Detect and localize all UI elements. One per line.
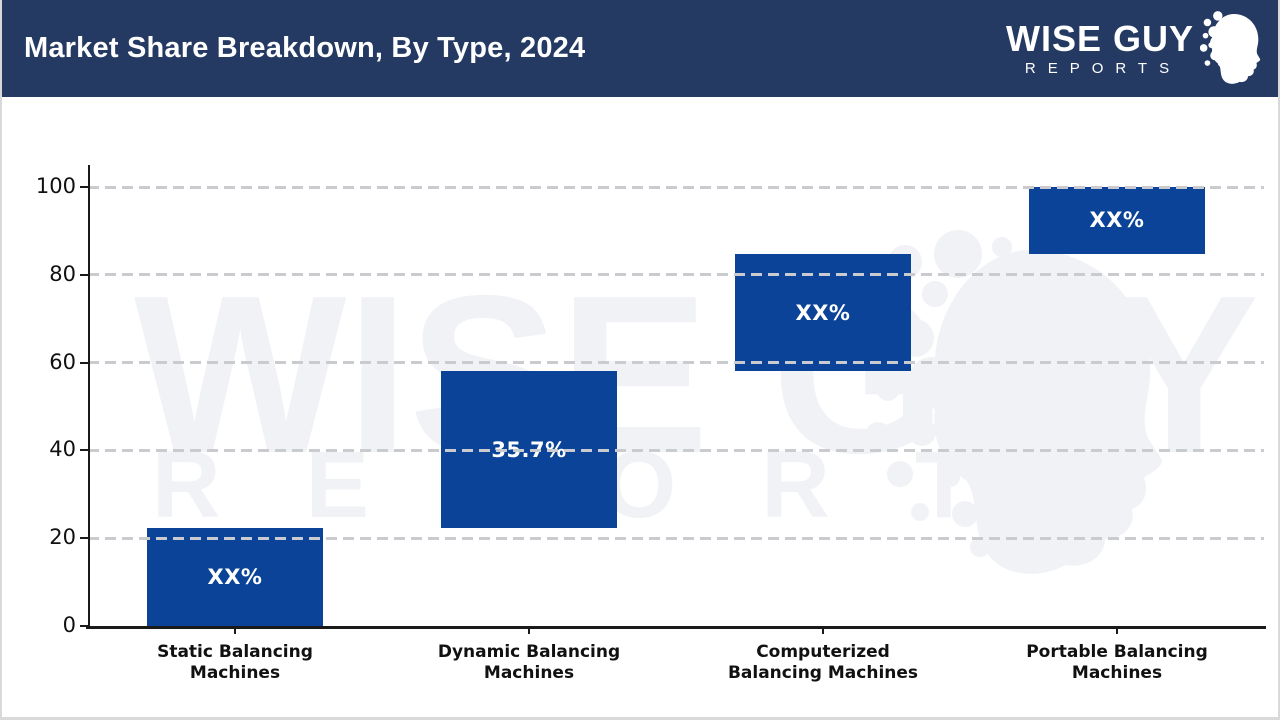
bar-computerized-balancing-machines: XX%	[735, 253, 911, 372]
x-category-label-1: Dynamic Balancing Machines	[379, 642, 679, 684]
x-category-label-line: Machines	[189, 663, 281, 683]
header-bar: Market Share Breakdown, By Type, 2024 WI…	[2, 0, 1278, 97]
x-category-label-line: Balancing Machines	[727, 663, 919, 683]
x-category-label-line: Dynamic Balancing	[437, 642, 621, 662]
y-tick-label-80: 80	[49, 261, 76, 286]
x-category-label-line: Portable Balancing	[1026, 642, 1208, 662]
x-category-label-2: Computerized Balancing Machines	[673, 642, 973, 684]
logo-brand-sub: REPORTS	[1024, 59, 1182, 77]
x-tick-mark-2	[822, 626, 824, 634]
watermark-head-profile-icon	[860, 222, 1180, 594]
y-tick-mark-40	[80, 449, 88, 452]
x-tick-mark-3	[1116, 626, 1118, 634]
logo-head-profile-icon	[1198, 7, 1264, 91]
x-category-label-line: Computerized	[756, 642, 890, 662]
y-tick-mark-80	[80, 273, 88, 276]
gridline-80	[88, 273, 1264, 277]
bar-static-balancing-machines: XX%	[147, 528, 323, 626]
x-category-label-line: Machines	[1071, 663, 1163, 683]
x-axis-line	[86, 626, 1266, 629]
y-tick-label-0: 0	[62, 613, 76, 637]
gridline-40	[88, 448, 1264, 452]
x-tick-mark-1	[528, 626, 530, 634]
y-tick-label-20: 20	[49, 525, 76, 550]
page-title: Market Share Breakdown, By Type, 2024	[24, 32, 586, 64]
bar-value-label-2: XX%	[795, 300, 851, 325]
gridline-20	[88, 536, 1264, 540]
x-category-label-line: Machines	[483, 663, 575, 683]
logo-brand-name: WISE GUY	[1005, 17, 1194, 59]
y-tick-mark-0	[80, 625, 88, 627]
y-tick-label-40: 40	[49, 437, 76, 462]
gridline-60	[88, 361, 1264, 365]
y-axis-line	[88, 165, 90, 629]
x-tick-mark-0	[234, 626, 236, 634]
x-category-label-line: Static Balancing	[157, 642, 313, 662]
bar-value-label-3: XX%	[1089, 208, 1145, 233]
y-tick-label-60: 60	[49, 349, 76, 374]
wise-guy-logo: WISE GUY REPORTS	[1006, 7, 1264, 91]
x-category-label-0: Static Balancing Machines	[85, 642, 385, 684]
logo-wordmark: WISE GUY REPORTS	[1005, 17, 1194, 77]
bar-value-label-0: XX%	[207, 565, 263, 590]
y-tick-mark-20	[80, 537, 88, 540]
y-tick-mark-60	[80, 361, 88, 364]
y-tick-mark-100	[80, 186, 88, 188]
y-tick-label-100: 100	[35, 174, 76, 198]
x-category-label-3: Portable Balancing Machines	[967, 642, 1267, 684]
bar-portable-balancing-machines: XX%	[1029, 187, 1205, 254]
gridline-100	[88, 185, 1264, 189]
